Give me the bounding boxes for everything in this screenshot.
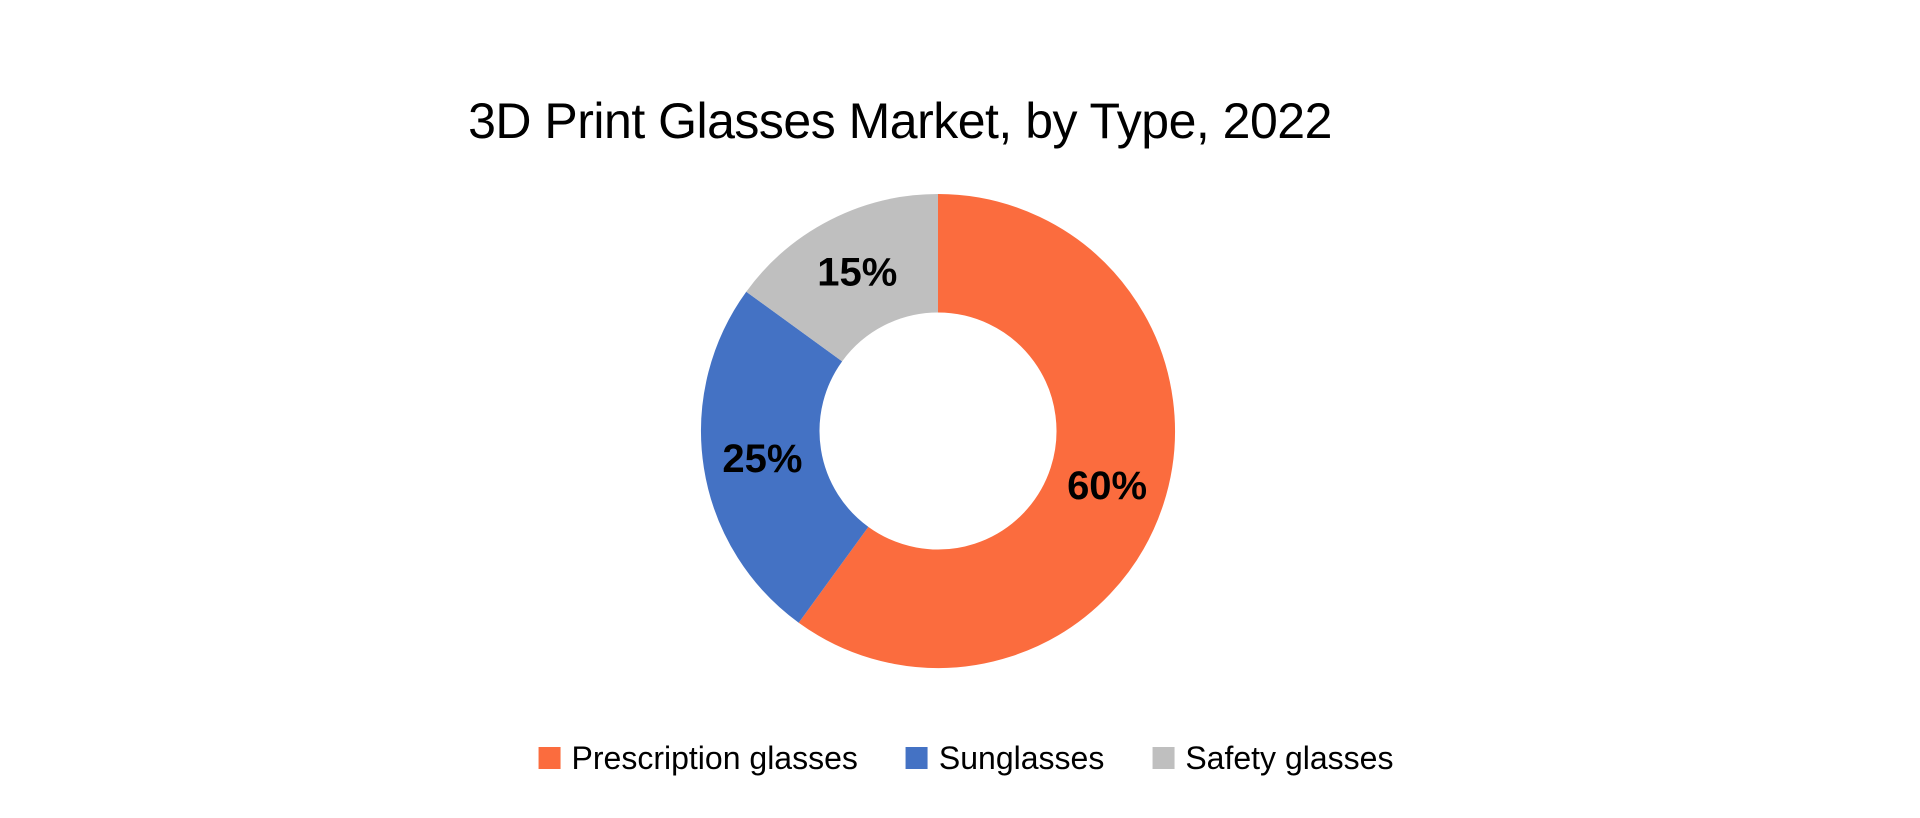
legend-label: Safety glasses	[1185, 740, 1394, 776]
legend-swatch-icon	[538, 747, 561, 769]
data-label: 25%	[722, 437, 802, 481]
data-label: 15%	[817, 251, 897, 295]
legend-label: Sunglasses	[938, 740, 1105, 776]
legend-swatch-icon	[905, 747, 928, 769]
donut-segment-safety-glasses	[746, 194, 940, 363]
legend-item-prescription-glasses: Prescription glasses	[538, 740, 858, 776]
legend-swatch-icon	[1152, 747, 1175, 769]
donut-segment-sunglasses	[701, 291, 870, 623]
chart-legend: Prescription glasses Sunglasses Safety g…	[538, 740, 1393, 776]
chart-title: 3D Print Glasses Market, by Type, 2022	[468, 93, 1332, 149]
legend-item-safety-glasses: Safety glasses	[1152, 742, 1393, 774]
legend-label: Prescription glasses	[571, 740, 858, 776]
donut-chart: 60% 25% 15%	[698, 191, 1178, 671]
donut-segment-prescription-glasses	[798, 194, 1175, 668]
data-label: 60%	[1067, 464, 1147, 508]
donut-svg: 60% 25% 15%	[701, 194, 1175, 668]
legend-item-sunglasses: Sunglasses	[905, 740, 1105, 776]
